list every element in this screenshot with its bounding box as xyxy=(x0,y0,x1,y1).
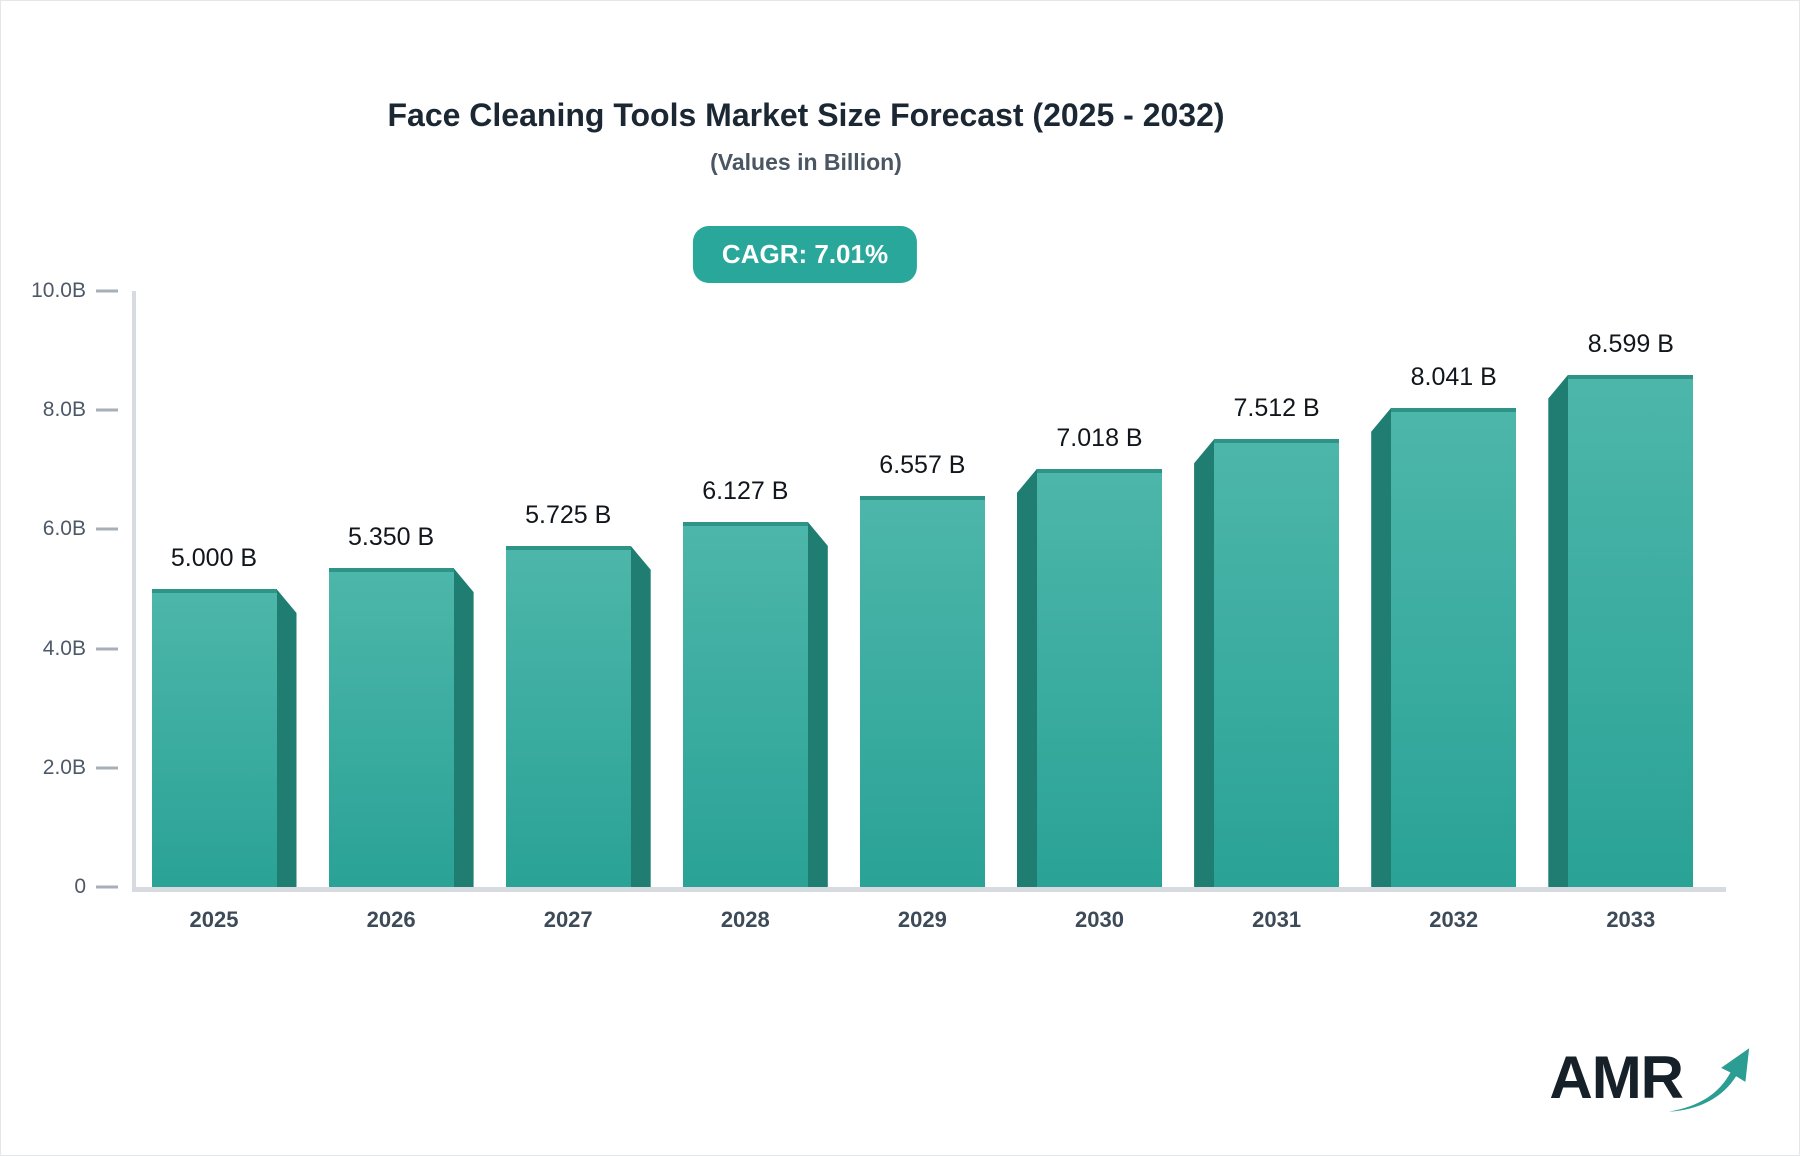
cagr-badge: CAGR: 7.01% xyxy=(692,226,918,283)
y-tick-label: 2.0B xyxy=(42,755,86,779)
x-tick-label-2031: 2031 xyxy=(1252,907,1302,932)
x-tick-label-2027: 2027 xyxy=(543,907,593,932)
chart-title: Face Cleaning Tools Market Size Forecast… xyxy=(387,97,1225,133)
chart-subtitle: (Values in Billion) xyxy=(710,149,902,175)
y-tick-dash xyxy=(96,647,118,651)
bar-2028[interactable]: 6.127 B xyxy=(682,477,828,887)
y-tick-dash xyxy=(96,766,118,770)
bar-value-label-2032: 8.041 B xyxy=(1410,362,1497,391)
x-tick-label-2029: 2029 xyxy=(897,907,947,932)
bar-side-2026 xyxy=(453,568,474,887)
growth-arrow-icon xyxy=(1667,1040,1751,1125)
bar-2033[interactable]: 8.599 B xyxy=(1548,330,1694,887)
x-tick-label-2026: 2026 xyxy=(366,907,416,932)
bar-value-label-2028: 6.127 B xyxy=(702,476,789,505)
y-tick-dash xyxy=(96,527,118,531)
bar-side-2025 xyxy=(276,589,297,887)
x-tick-label-2028: 2028 xyxy=(720,907,770,932)
bar-value-label-2025: 5.000 B xyxy=(170,544,258,572)
bar-2027[interactable]: 5.725 B xyxy=(505,501,651,887)
amr-logo: AMR xyxy=(1549,1048,1751,1125)
y-tick-dash xyxy=(96,408,118,412)
bar-side-2031 xyxy=(1194,439,1215,887)
y-tick-label: 6.0B xyxy=(42,517,86,541)
bar-chart-plot: 0 2.0B 4.0B 6.0B 8.0B 10.0B 5.000 B 2025 5.350 B… xyxy=(31,279,1726,932)
bar-face-2028[interactable] xyxy=(682,521,808,887)
bar-2029[interactable]: 6.557 B xyxy=(859,451,985,887)
y-tick-label: 0 xyxy=(74,875,86,898)
y-axis-line xyxy=(132,291,136,887)
bar-value-label-2027: 5.725 B xyxy=(525,500,612,529)
bar-face-2032[interactable] xyxy=(1391,407,1517,887)
bar-value-label-2029: 6.557 B xyxy=(879,451,966,480)
y-tick-label: 10.0B xyxy=(31,279,86,302)
bar-side-2028 xyxy=(807,521,828,887)
bar-2026[interactable]: 5.350 B xyxy=(328,523,474,887)
bar-face-2026[interactable] xyxy=(328,568,454,887)
bar-face-2029[interactable] xyxy=(859,496,985,887)
y-tick-label: 8.0B xyxy=(42,398,86,422)
bar-face-2025[interactable] xyxy=(151,589,277,887)
y-tick-label: 4.0B xyxy=(42,636,86,660)
x-tick-label-2032: 2032 xyxy=(1429,907,1479,932)
bar-value-label-2033: 8.599 B xyxy=(1587,329,1674,358)
x-tick-label-2025: 2025 xyxy=(189,907,239,932)
y-tick-dash xyxy=(96,289,118,293)
bar-2025[interactable]: 5.000 B xyxy=(151,544,297,887)
x-axis-line xyxy=(132,887,1726,892)
bar-face-2031[interactable] xyxy=(1214,439,1340,887)
bar-value-label-2026: 5.350 B xyxy=(348,523,435,552)
bar-side-2027 xyxy=(630,545,651,887)
bar-side-2030 xyxy=(1017,468,1037,887)
bar-value-label-2031: 7.512 B xyxy=(1233,394,1320,423)
bar-value-label-2030: 7.018 B xyxy=(1056,423,1143,452)
x-tick-label-2033: 2033 xyxy=(1606,907,1656,932)
amr-logo-text: AMR xyxy=(1549,1044,1684,1111)
bar-face-2027[interactable] xyxy=(505,545,631,887)
bar-2030[interactable]: 7.018 B xyxy=(1017,424,1162,887)
bar-face-2030[interactable] xyxy=(1037,468,1162,887)
y-tick-dash xyxy=(96,885,118,889)
bar-2032[interactable]: 8.041 B xyxy=(1371,363,1517,887)
bar-side-2033 xyxy=(1548,374,1569,887)
bar-2031[interactable]: 7.512 B xyxy=(1194,394,1340,887)
bar-side-2032 xyxy=(1371,407,1392,887)
x-tick-label-2030: 2030 xyxy=(1075,907,1124,932)
bar-face-2033[interactable] xyxy=(1568,374,1694,887)
